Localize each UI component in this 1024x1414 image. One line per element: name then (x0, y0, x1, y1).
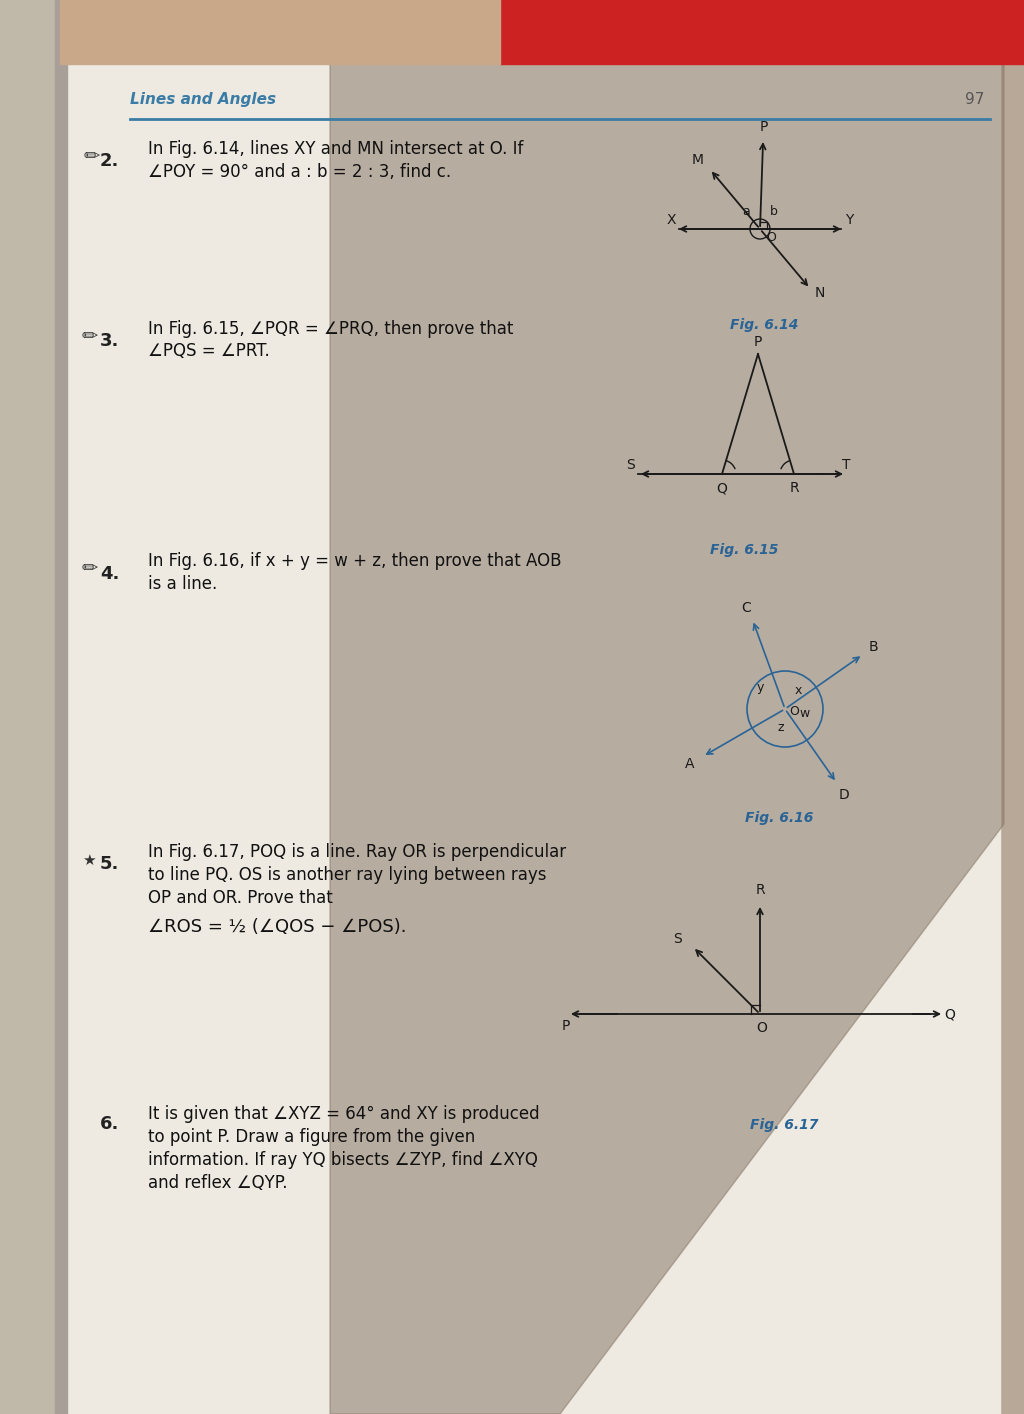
Text: is a line.: is a line. (148, 575, 217, 592)
Text: Q: Q (944, 1007, 954, 1021)
Text: 3.: 3. (100, 332, 120, 351)
Bar (500, 0, 1024, 64)
Polygon shape (330, 0, 1004, 1414)
Text: a: a (742, 205, 750, 218)
Text: B: B (868, 641, 878, 655)
Text: Fig. 6.15: Fig. 6.15 (710, 543, 778, 557)
Text: Fig. 6.17: Fig. 6.17 (750, 1118, 818, 1133)
Text: R: R (790, 481, 800, 495)
Text: T: T (842, 458, 851, 472)
Text: In Fig. 6.15, ∠PQR = ∠PRQ, then prove that: In Fig. 6.15, ∠PQR = ∠PRQ, then prove th… (148, 320, 513, 338)
Text: to line PQ. OS is another ray lying between rays: to line PQ. OS is another ray lying betw… (148, 865, 547, 884)
Text: y: y (757, 682, 764, 694)
Text: D: D (839, 788, 849, 802)
Text: X: X (667, 214, 677, 228)
Text: ✏: ✏ (84, 147, 100, 165)
Bar (55, 0, 67, 1414)
Text: Q: Q (716, 481, 727, 495)
Text: Y: Y (845, 214, 854, 228)
Text: ∠ROS = ½ (∠QOS − ∠POS).: ∠ROS = ½ (∠QOS − ∠POS). (148, 918, 407, 936)
Text: N: N (814, 286, 824, 300)
Text: In Fig. 6.16, if x + y = w + z, then prove that AOB: In Fig. 6.16, if x + y = w + z, then pro… (148, 551, 561, 570)
Text: b: b (770, 205, 778, 218)
Text: ∠POY = 90° and a : b = 2 : 3, find c.: ∠POY = 90° and a : b = 2 : 3, find c. (148, 163, 452, 181)
Text: ★: ★ (82, 853, 95, 868)
Text: 6.: 6. (100, 1116, 120, 1133)
Text: 97: 97 (965, 92, 984, 107)
Text: Lines and Angles: Lines and Angles (130, 92, 276, 107)
Text: 4.: 4. (100, 566, 120, 583)
Text: ✏: ✏ (82, 559, 98, 578)
Text: and reflex ∠QYP.: and reflex ∠QYP. (148, 1174, 288, 1192)
Text: R: R (756, 882, 766, 896)
Text: 5.: 5. (100, 855, 120, 872)
Text: ∠PQS = ∠PRT.: ∠PQS = ∠PRT. (148, 342, 269, 361)
Text: OP and OR. Prove that: OP and OR. Prove that (148, 889, 333, 906)
Text: information. If ray YQ bisects ∠ZYP, find ∠XYQ: information. If ray YQ bisects ∠ZYP, fin… (148, 1151, 538, 1169)
Text: P: P (562, 1019, 570, 1034)
Text: O: O (766, 230, 776, 245)
Text: 2.: 2. (100, 151, 120, 170)
Text: C: C (741, 601, 752, 615)
Text: P: P (754, 335, 763, 349)
Text: In Fig. 6.14, lines XY and MN intersect at O. If: In Fig. 6.14, lines XY and MN intersect … (148, 140, 523, 158)
Bar (60, 0, 500, 64)
Text: O: O (756, 1021, 767, 1035)
Text: Fig. 6.16: Fig. 6.16 (745, 812, 813, 824)
Text: ✏: ✏ (82, 327, 98, 346)
Text: x: x (795, 684, 803, 697)
Text: O: O (790, 706, 799, 718)
Text: M: M (692, 153, 703, 167)
Text: z: z (777, 721, 783, 734)
Text: P: P (759, 120, 768, 134)
Text: In Fig. 6.17, POQ is a line. Ray OR is perpendicular: In Fig. 6.17, POQ is a line. Ray OR is p… (148, 843, 566, 861)
Text: S: S (673, 932, 682, 946)
Text: Fig. 6.14: Fig. 6.14 (730, 318, 799, 332)
Text: w: w (799, 707, 809, 720)
Text: to point P. Draw a figure from the given: to point P. Draw a figure from the given (148, 1128, 475, 1145)
Text: A: A (685, 758, 694, 772)
Text: It is given that ∠XYZ = 64° and XY is produced: It is given that ∠XYZ = 64° and XY is pr… (148, 1104, 540, 1123)
Text: S: S (626, 458, 635, 472)
Bar (0, 0, 60, 1414)
